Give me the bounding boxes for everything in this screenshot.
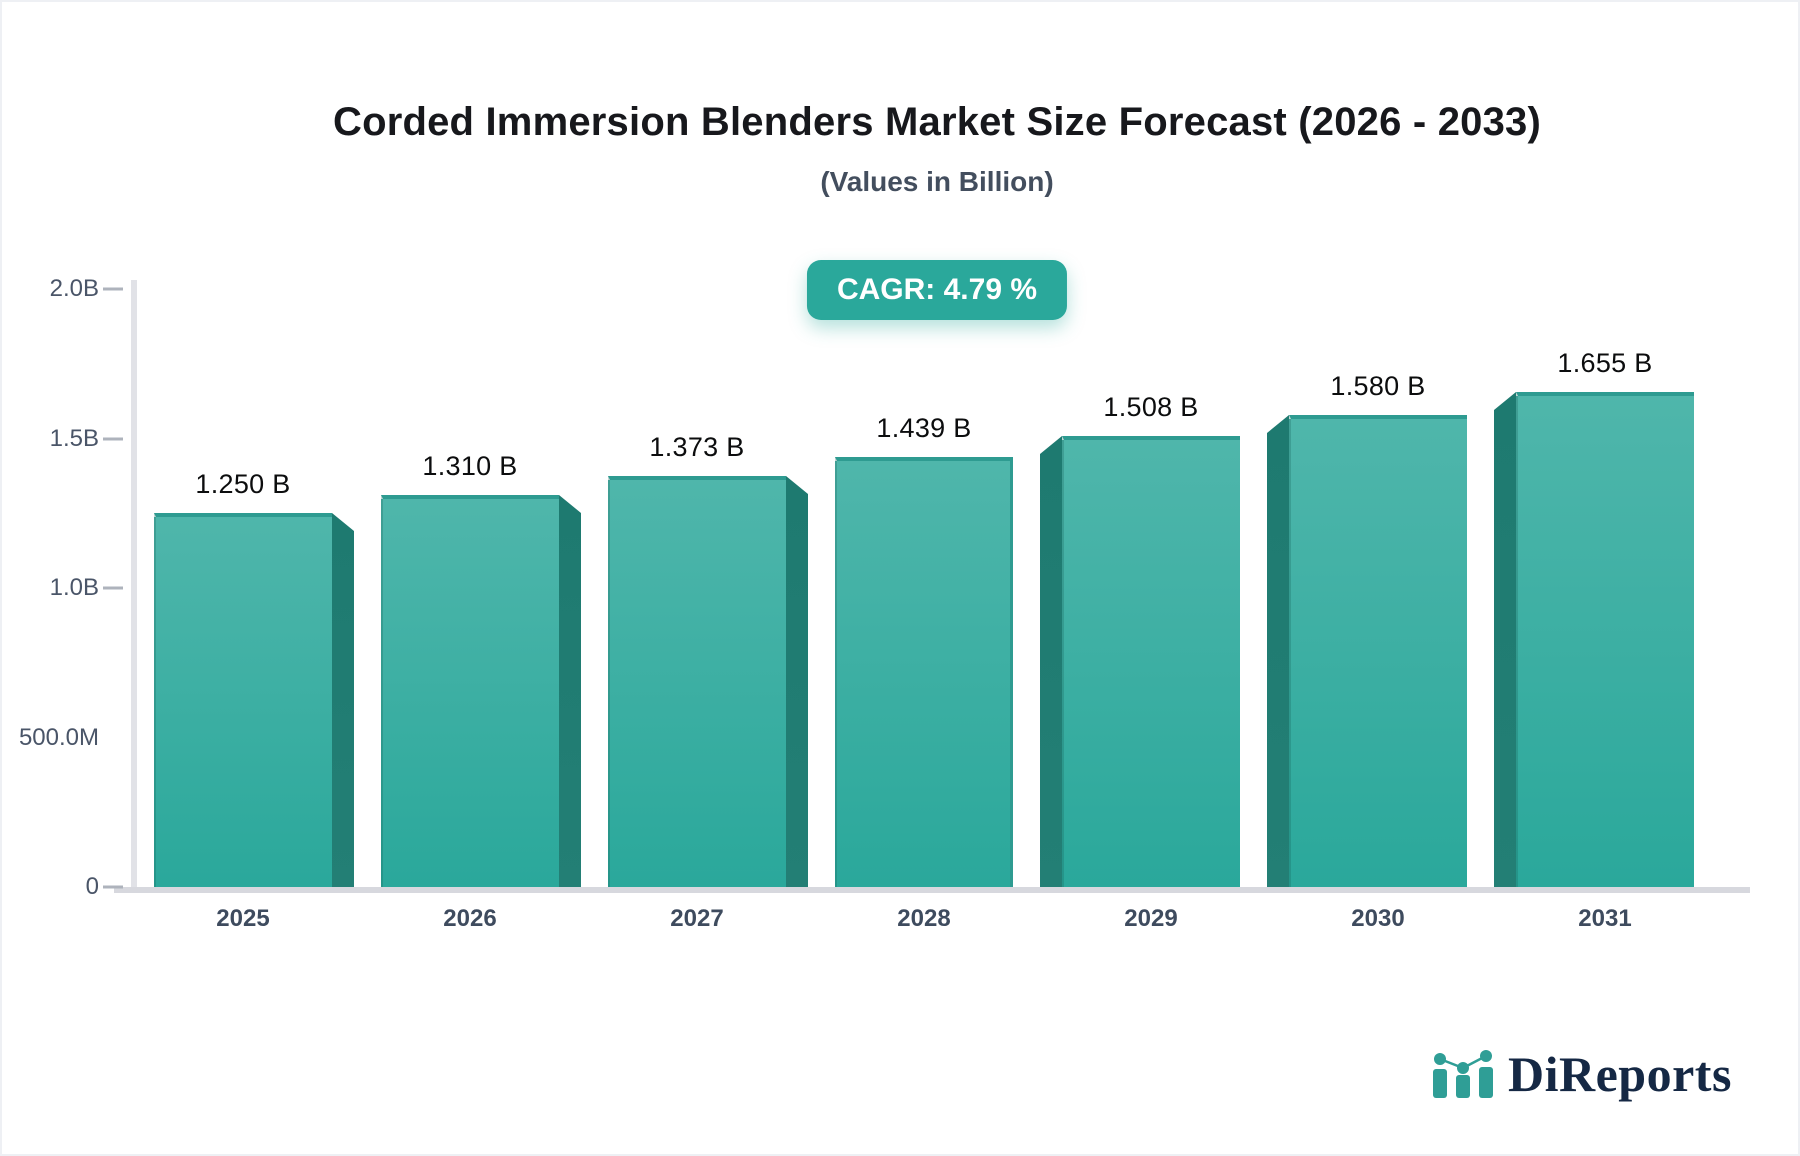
bar-value-label: 1.439 B [876, 413, 972, 443]
bar-2031 [1516, 392, 1694, 887]
chart-title: Corded Immersion Blenders Market Size Fo… [332, 100, 1541, 144]
bar-3d-side-2029 [1040, 436, 1062, 887]
y-axis-tick-label: 1.5B [49, 424, 99, 452]
bar-3d-side-2027 [786, 476, 808, 887]
bar-2027 [608, 476, 786, 887]
logo-text: DiReports [1508, 1046, 1732, 1102]
bar-2025 [154, 513, 332, 887]
y-axis-tick-label: 1.0B [49, 574, 99, 601]
direports-logo: DiReports [1432, 1038, 1732, 1102]
y-axis-tick-label: 500.0M [18, 723, 99, 751]
x-axis-tick-label: 2028 [897, 905, 951, 932]
y-axis-tick-label: 2.0B [49, 275, 99, 302]
y-axis-tick-label: 0 [85, 873, 99, 900]
x-axis-tick-label: 2029 [1124, 905, 1178, 932]
bar-2029 [1062, 436, 1240, 887]
bar-value-label: 1.250 B [195, 469, 291, 499]
bar-chart-logo-icon [1433, 1050, 1493, 1098]
bar-value-label: 1.580 B [1330, 371, 1426, 401]
x-axis-tick-label: 2025 [216, 905, 270, 932]
x-axis-baseline [114, 887, 1750, 893]
bar-3d-side-2031 [1494, 392, 1516, 887]
cagr-badge: CAGR: 4.79 % [806, 260, 1068, 320]
y-axis-tick-dash [103, 287, 123, 291]
x-axis-tick-label: 2031 [1578, 905, 1632, 932]
y-axis-tick-dash [103, 437, 123, 440]
bar-3d-side-2025 [332, 513, 354, 887]
bar-2026 [381, 495, 559, 887]
bar-2028 [835, 457, 1013, 887]
bar-value-label: 1.373 B [649, 432, 745, 462]
bar-value-label: 1.508 B [1103, 392, 1199, 422]
x-axis-tick-label: 2030 [1351, 905, 1405, 932]
bar-3d-side-2030 [1267, 415, 1289, 887]
bar-3d-side-2026 [559, 495, 581, 887]
y-axis-tick-dash [103, 586, 123, 590]
chart-subtitle: (Values in Billion) [820, 166, 1054, 197]
x-axis-tick-label: 2026 [443, 905, 497, 932]
bar-value-label: 1.655 B [1557, 348, 1653, 378]
y-axis-tick-dash [103, 885, 123, 889]
bar-2030 [1289, 415, 1467, 887]
bar-value-label: 1.310 B [422, 451, 518, 481]
x-axis-tick-label: 2027 [670, 905, 724, 932]
y-axis-line [131, 280, 137, 893]
